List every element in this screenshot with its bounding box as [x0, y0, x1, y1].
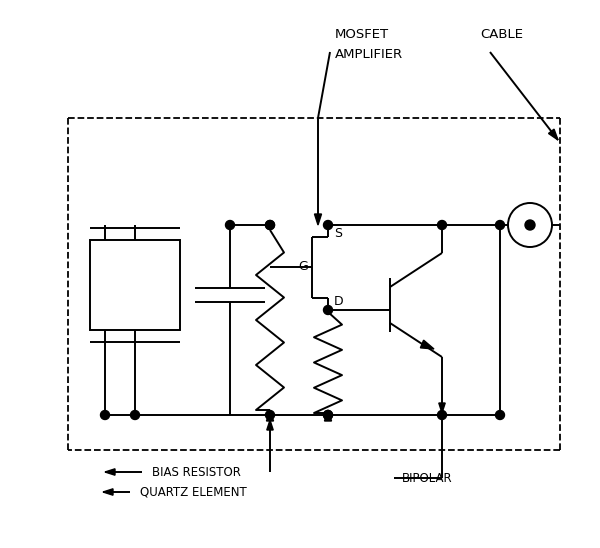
- Text: QUARTZ ELEMENT: QUARTZ ELEMENT: [140, 486, 247, 499]
- Text: CABLE: CABLE: [480, 28, 523, 42]
- Polygon shape: [314, 214, 322, 225]
- Polygon shape: [266, 410, 274, 421]
- Circle shape: [101, 410, 110, 420]
- Circle shape: [437, 220, 446, 230]
- Text: G: G: [298, 260, 308, 273]
- Circle shape: [525, 220, 535, 230]
- Circle shape: [496, 220, 505, 230]
- Text: AMPLIFIER: AMPLIFIER: [335, 49, 403, 61]
- Text: S: S: [334, 227, 342, 240]
- Circle shape: [323, 220, 332, 230]
- Bar: [90, 240, 180, 330]
- Polygon shape: [103, 489, 113, 495]
- Polygon shape: [325, 410, 332, 421]
- Circle shape: [323, 305, 332, 315]
- Circle shape: [265, 220, 275, 230]
- Circle shape: [265, 220, 275, 230]
- Circle shape: [323, 410, 332, 420]
- Text: BIPOLAR: BIPOLAR: [402, 471, 452, 484]
- Polygon shape: [267, 420, 273, 430]
- Circle shape: [323, 410, 332, 420]
- Polygon shape: [105, 469, 115, 475]
- Circle shape: [496, 410, 505, 420]
- Text: MOSFET: MOSFET: [335, 28, 389, 42]
- Text: D: D: [334, 295, 344, 308]
- Circle shape: [131, 410, 139, 420]
- Polygon shape: [421, 340, 434, 349]
- Text: BIAS RESISTOR: BIAS RESISTOR: [152, 465, 241, 478]
- Polygon shape: [439, 403, 445, 413]
- Polygon shape: [548, 129, 558, 140]
- Circle shape: [226, 220, 235, 230]
- Circle shape: [265, 410, 275, 420]
- Circle shape: [437, 410, 446, 420]
